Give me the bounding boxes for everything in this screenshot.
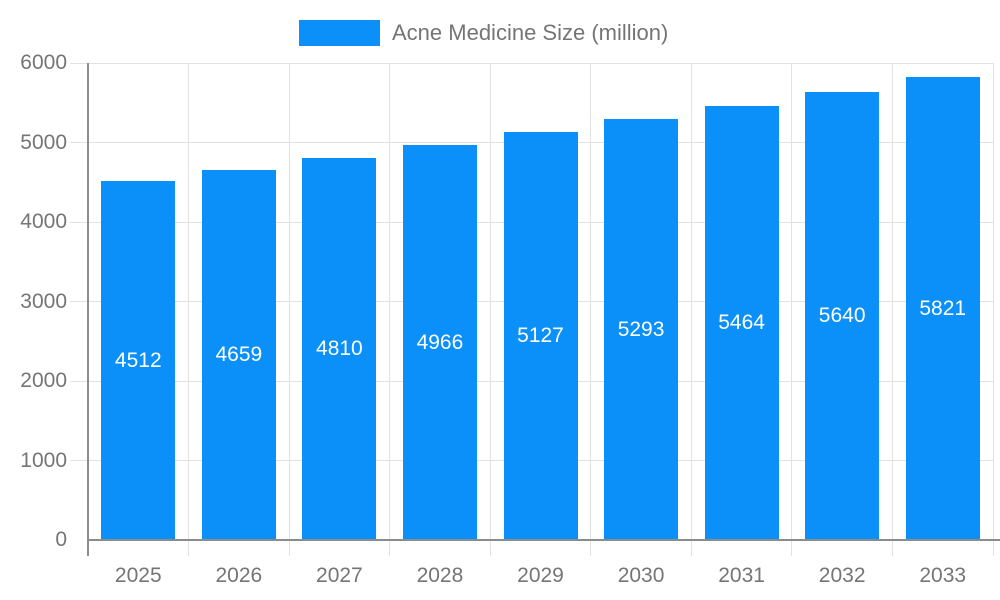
x-gridline (590, 63, 592, 556)
bar-value-label: 5127 (517, 324, 564, 348)
x-axis-tick-label: 2028 (416, 564, 464, 587)
x-gridline (489, 63, 491, 556)
x-gridline (992, 63, 994, 556)
bar[interactable] (101, 181, 176, 540)
bar-value-label: 4512 (114, 348, 162, 372)
x-gridline (288, 63, 290, 556)
y-axis-tick-label: 4000 (20, 210, 67, 233)
bar[interactable] (503, 132, 578, 540)
bar[interactable] (905, 77, 980, 540)
x-gridline (791, 63, 793, 556)
x-gridline (389, 63, 391, 556)
y-axis-tick-label: 5000 (20, 130, 67, 154)
x-gridline (188, 63, 190, 556)
bar-value-label: 5464 (718, 310, 765, 334)
bar-value-label: 5640 (818, 303, 866, 327)
x-axis-tick-label: 2029 (517, 564, 564, 587)
y-axis-tick-label: 1000 (20, 448, 67, 472)
bar[interactable] (302, 157, 377, 540)
bar[interactable] (402, 145, 477, 540)
x-axis-tick-label: 2025 (114, 564, 162, 587)
x-gridline (891, 63, 893, 556)
y-axis-line (87, 63, 89, 556)
bar[interactable] (604, 119, 679, 540)
bar-value-label: 4966 (416, 330, 464, 354)
bar-value-label: 4810 (316, 336, 363, 360)
x-axis-line (87, 539, 1000, 541)
x-axis-tick-label: 2030 (617, 564, 665, 587)
y-axis-tick-label: 2000 (20, 369, 67, 392)
y-axis-tick-label: 6000 (20, 51, 67, 74)
y-gridline (70, 62, 993, 64)
x-axis-tick-label: 2033 (919, 564, 967, 587)
x-gridline (690, 63, 692, 556)
x-axis-tick-label: 2031 (718, 564, 765, 587)
y-axis-tick-label: 0 (55, 528, 67, 551)
bar-value-label: 4659 (215, 342, 263, 366)
legend-swatch (299, 20, 380, 46)
bar-value-label: 5821 (919, 296, 967, 320)
bar-value-label: 5293 (617, 317, 665, 341)
bar[interactable] (704, 105, 779, 540)
x-axis-tick-label: 2026 (215, 564, 263, 587)
y-axis-tick-label: 3000 (20, 289, 67, 313)
bar[interactable] (201, 169, 276, 540)
legend-label: Acne Medicine Size (million) (392, 20, 669, 45)
x-axis-tick-label: 2032 (818, 564, 866, 587)
x-axis-tick-label: 2027 (316, 564, 363, 587)
bar[interactable] (805, 91, 880, 540)
